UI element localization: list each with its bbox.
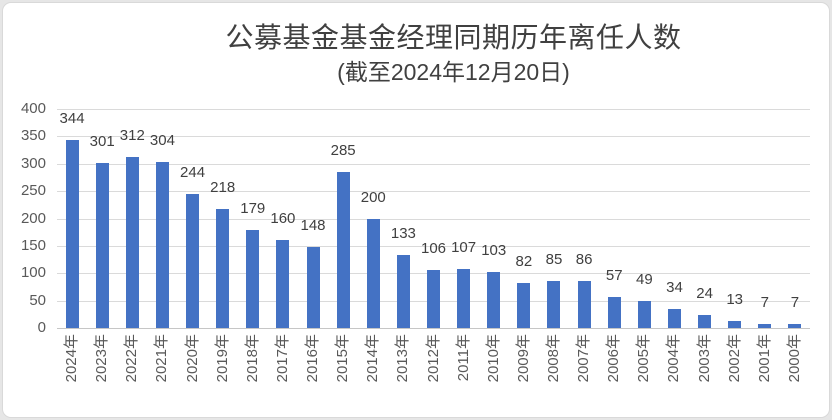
bar xyxy=(547,281,561,328)
bar-value-label: 200 xyxy=(360,188,386,206)
bar-value-label: 49 xyxy=(635,271,653,289)
x-tick-label: 2007年 xyxy=(575,334,593,383)
gridline xyxy=(57,219,810,220)
y-tick-label: 100 xyxy=(20,264,46,281)
x-tick-label: 2013年 xyxy=(394,334,412,383)
bar-value-label: 57 xyxy=(605,266,623,284)
bar-value-label: 82 xyxy=(515,253,533,271)
bar xyxy=(366,218,380,328)
bar-value-label: 107 xyxy=(451,239,477,257)
bar xyxy=(396,255,410,328)
bar-value-label: 304 xyxy=(149,131,175,149)
bar xyxy=(607,296,621,328)
gridline xyxy=(57,136,810,137)
bar-value-label: 301 xyxy=(89,133,115,151)
bar-value-label: 148 xyxy=(300,216,326,234)
y-tick-label: 50 xyxy=(29,292,46,309)
bar-value-label: 106 xyxy=(420,239,447,257)
bar xyxy=(698,314,712,328)
bar xyxy=(637,301,651,328)
bar-value-label: 218 xyxy=(210,178,236,196)
y-tick-label: 400 xyxy=(20,100,46,117)
bar-value-label: 34 xyxy=(666,279,683,297)
x-tick-label: 2017年 xyxy=(273,334,291,383)
bar xyxy=(788,324,802,328)
chart-header: 公募基金基金经理同期历年离任人数 (截至2024年12月20日) xyxy=(77,20,830,88)
bar-value-label: 312 xyxy=(119,127,145,145)
chart-subtitle: (截至2024年12月20日) xyxy=(337,59,570,85)
x-tick-label: 2019年 xyxy=(213,334,231,383)
bar xyxy=(457,269,471,328)
x-tick-label: 2014年 xyxy=(364,334,382,383)
bar xyxy=(65,139,79,328)
x-tick-label: 2010年 xyxy=(484,334,502,383)
x-tick-label: 2004年 xyxy=(665,334,683,383)
bar-value-label: 160 xyxy=(270,210,296,228)
x-tick-label: 2011年 xyxy=(454,334,472,382)
chart-title: 公募基金基金经理同期历年离任人数 xyxy=(225,22,682,53)
bar-value-label: 285 xyxy=(330,141,356,159)
x-tick-label: 2023年 xyxy=(93,334,111,383)
x-tick-label: 2024年 xyxy=(63,334,81,383)
bar xyxy=(427,269,440,328)
bar-value-label: 344 xyxy=(59,109,85,127)
bar-value-label: 7 xyxy=(790,294,800,312)
x-tick-label: 2021年 xyxy=(153,334,171,383)
y-tick-label: 350 xyxy=(20,127,46,144)
x-tick-label: 2015年 xyxy=(334,334,352,383)
bar-value-label: 179 xyxy=(240,199,266,217)
bar xyxy=(667,309,681,328)
y-tick-label: 0 xyxy=(37,319,46,336)
x-tick-label: 2020年 xyxy=(183,334,201,383)
x-tick-label: 2005年 xyxy=(635,334,653,383)
x-tick-label: 2018年 xyxy=(243,334,261,383)
x-tick-label: 2006年 xyxy=(605,334,623,383)
bar xyxy=(216,208,230,328)
x-tick-label: 2009年 xyxy=(514,334,532,383)
x-tick-label: 2001年 xyxy=(755,334,773,383)
y-tick-label: 300 xyxy=(20,155,46,172)
bar-value-label: 7 xyxy=(760,294,769,312)
bar xyxy=(487,271,501,328)
x-tick-label: 2002年 xyxy=(725,334,743,383)
bar-value-label: 86 xyxy=(575,250,593,268)
y-tick-label: 200 xyxy=(20,210,46,227)
x-tick-label: 2000年 xyxy=(785,334,803,383)
x-tick-label: 2016年 xyxy=(304,334,322,383)
x-tick-label: 2012年 xyxy=(424,334,442,383)
bar xyxy=(577,280,591,328)
bar-value-label: 133 xyxy=(390,225,416,243)
bar xyxy=(517,283,531,328)
bar xyxy=(728,320,742,328)
bar-value-label: 85 xyxy=(545,251,563,269)
x-tick-label: 2008年 xyxy=(544,334,562,383)
bar xyxy=(276,240,290,328)
gridline xyxy=(57,109,810,110)
x-tick-label: 2003年 xyxy=(695,334,713,383)
bar xyxy=(306,246,320,328)
bar-value-label: 24 xyxy=(696,284,713,302)
gridline xyxy=(57,191,810,192)
bar xyxy=(155,161,169,328)
y-tick-label: 250 xyxy=(20,182,46,199)
gridline xyxy=(57,246,810,247)
x-tick-label: 2022年 xyxy=(123,334,141,383)
bar xyxy=(246,229,260,328)
bar xyxy=(336,171,350,328)
bar xyxy=(125,157,139,328)
bar-value-label: 13 xyxy=(726,290,744,308)
y-tick-label: 150 xyxy=(20,237,46,254)
gridline xyxy=(57,164,810,165)
bar xyxy=(95,163,109,328)
bar-value-label: 244 xyxy=(180,164,206,182)
bar xyxy=(758,324,772,328)
bar xyxy=(186,194,200,328)
bar-value-label: 103 xyxy=(481,241,507,259)
x-axis-line xyxy=(57,328,810,329)
